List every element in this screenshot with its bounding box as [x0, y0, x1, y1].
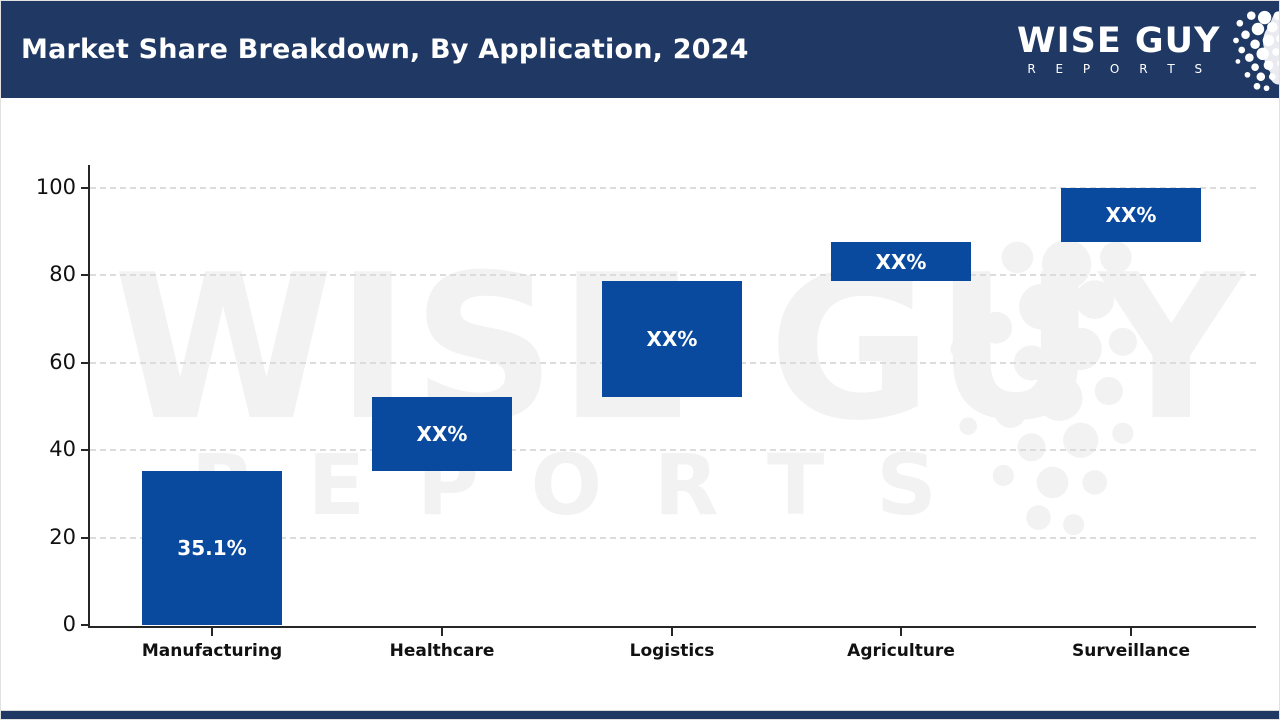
y-axis-tick-label: 20: [49, 524, 76, 549]
y-axis-tick: [81, 186, 89, 189]
x-axis-tick-label: Manufacturing: [141, 641, 283, 661]
bar-segment: XX%: [372, 396, 512, 472]
bar-value-label: XX%: [1105, 202, 1157, 227]
y-axis-tick-label: 40: [49, 437, 76, 461]
bar-value-label: 35.1%: [177, 536, 247, 561]
x-axis-tick: [211, 628, 213, 636]
y-axis-tick-label: 60: [49, 349, 76, 374]
x-axis-line: [88, 626, 1256, 628]
header-bar: Market Share Breakdown, By Application, …: [1, 1, 1279, 98]
y-axis-tick: [81, 536, 89, 539]
x-axis-tick-label: Healthcare: [389, 641, 495, 661]
watermark-subtext: REPORTS: [191, 436, 989, 534]
x-axis-tick: [441, 628, 443, 636]
bar-segment: XX%: [1061, 187, 1201, 243]
logo-face-dots-icon: [1233, 10, 1279, 92]
y-axis-tick: [81, 274, 89, 276]
x-axis-tick-label: Agriculture: [847, 641, 955, 661]
bar-value-label: XX%: [875, 249, 927, 274]
y-axis-tick: [81, 449, 89, 451]
y-axis-tick-label: 0: [62, 612, 76, 636]
y-axis-tick-label: 80: [49, 262, 76, 286]
logo-text: WISE GUY R E P O R T S: [1017, 21, 1221, 77]
page-title: Market Share Breakdown, By Application, …: [21, 34, 749, 65]
gridline: [90, 449, 1256, 451]
logo-wordmark: WISE GUY: [1017, 21, 1221, 61]
watermark-face-dots-icon: [950, 239, 1148, 536]
footer-bar: [1, 710, 1279, 719]
x-axis-tick: [1130, 628, 1132, 636]
bar-value-label: XX%: [416, 422, 468, 447]
x-axis-tick-label: Logistics: [629, 641, 715, 661]
bar-segment: XX%: [831, 242, 971, 282]
x-axis-tick: [900, 628, 902, 636]
bar-segment: XX%: [602, 281, 742, 397]
wise-guy-reports-logo: WISE GUY R E P O R T S: [1017, 8, 1279, 92]
x-axis-tick: [671, 628, 673, 636]
y-axis-tick-label: 100: [35, 174, 76, 199]
y-axis-line: [88, 165, 90, 628]
y-axis-tick: [81, 624, 89, 626]
bar-value-label: XX%: [646, 326, 698, 351]
y-axis-tick: [81, 361, 89, 364]
gridline: [90, 186, 1256, 189]
bar-segment: 35.1%: [142, 471, 282, 625]
logo-subtext: R E P O R T S: [1027, 62, 1211, 76]
x-axis-tick-label: Surveillance: [1071, 641, 1190, 661]
gridline: [90, 536, 1256, 539]
gridline: [90, 274, 1256, 276]
